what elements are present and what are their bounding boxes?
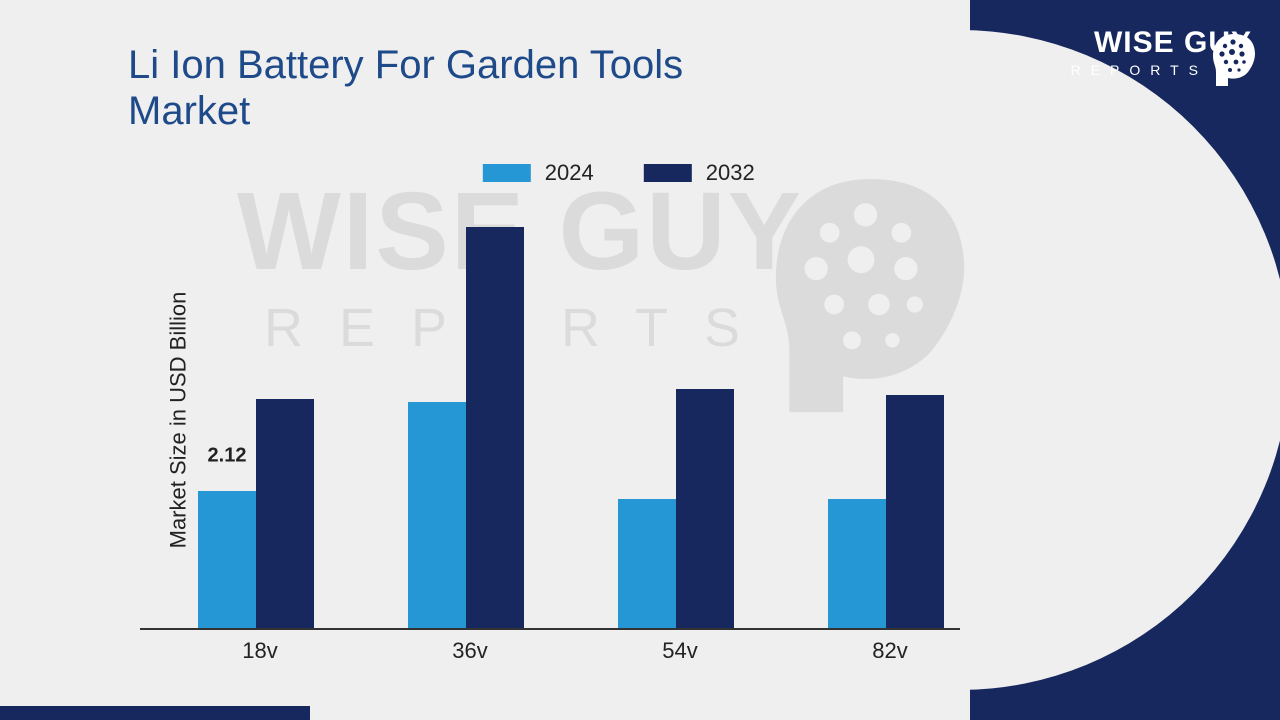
bar [466, 227, 524, 628]
bar [828, 499, 886, 628]
bar [618, 499, 676, 628]
x-tick-label: 18v [190, 630, 330, 664]
bar [408, 402, 466, 628]
legend: 2024 2032 [483, 160, 755, 186]
bar [886, 395, 944, 628]
x-tick-label: 54v [610, 630, 750, 664]
value-label: 2.12 [208, 445, 247, 468]
brand-head-icon [1210, 32, 1258, 90]
legend-swatch-2032 [644, 164, 692, 182]
chart: Market Size in USD Billion 2024 2032 2.1… [60, 160, 960, 680]
legend-label-2024: 2024 [545, 160, 594, 186]
chart-title: Li Ion Battery For Garden Tools Market [128, 42, 808, 134]
x-tick-label: 82v [820, 630, 960, 664]
bottom-accent-bar [0, 706, 310, 720]
bar [256, 399, 314, 628]
legend-swatch-2024 [483, 164, 531, 182]
legend-label-2032: 2032 [706, 160, 755, 186]
brand-logo: WISE GUY REPORTS [1002, 26, 1252, 78]
plot-area: 2.1218v36v54v82v [140, 210, 960, 630]
bar [198, 491, 256, 628]
bar [676, 389, 734, 628]
legend-item-2024: 2024 [483, 160, 594, 186]
x-tick-label: 36v [400, 630, 540, 664]
page-canvas: Li Ion Battery For Garden Tools Market W… [0, 0, 1280, 720]
legend-item-2032: 2032 [644, 160, 755, 186]
